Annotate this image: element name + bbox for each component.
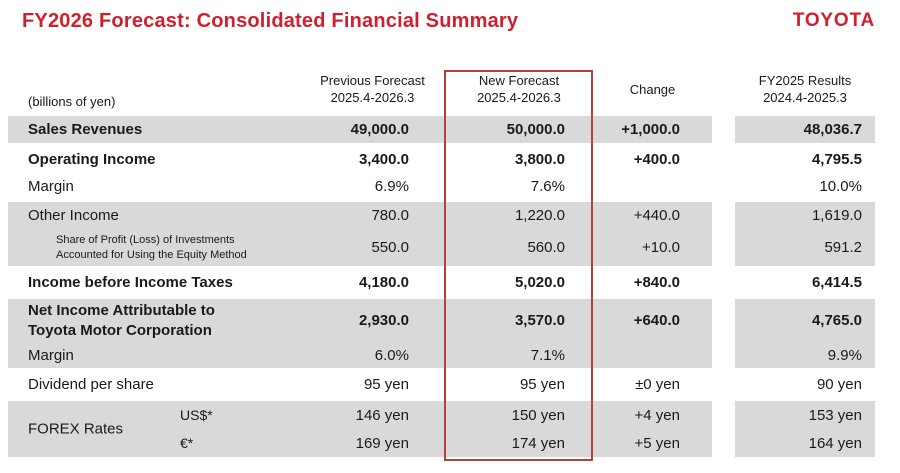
column-header-fy2025-results: FY2025 Results 2024.4-2025.3 <box>758 73 852 105</box>
change-value: +440.0 <box>593 202 712 229</box>
table-header-row: (billions of yen) Previous Forecast 2025… <box>8 64 875 116</box>
row-equity-method-share: Share of Profit (Loss) of Investments Ac… <box>8 229 875 266</box>
change-value: +1,000.0 <box>593 116 712 143</box>
previous-forecast-value: 780.0 <box>300 202 445 229</box>
unit-note: (billions of yen) <box>28 93 116 109</box>
new-forecast-value: 3,800.0 <box>514 151 565 168</box>
forex-group-label: FOREX Rates <box>28 420 124 438</box>
fy2025-value: 4,765.0 <box>735 299 875 342</box>
previous-forecast-value: 3,400.0 <box>358 151 409 168</box>
fy2025-value: 90 yen <box>816 376 862 393</box>
table-band: Income before Income Taxes 4,180.0 5,020… <box>8 269 875 296</box>
previous-forecast-value: 169 yen <box>300 429 445 457</box>
row-label: Margin <box>8 342 300 368</box>
previous-forecast-value: 6.9% <box>374 177 409 195</box>
new-forecast-value: 5,020.0 <box>514 274 565 291</box>
change-value: +5 yen <box>593 429 712 457</box>
row-label: Income before Income Taxes <box>28 274 233 291</box>
new-forecast-value: 1,220.0 <box>445 202 593 229</box>
fy2025-value: 1,619.0 <box>735 202 875 229</box>
previous-forecast-value: 2,930.0 <box>300 299 445 342</box>
row-label: Sales Revenues <box>8 116 300 143</box>
new-forecast-value: 560.0 <box>445 229 593 266</box>
forex-rates-band: FOREX Rates US$* 146 yen 150 yen +4 yen … <box>8 401 875 457</box>
new-forecast-value: 3,570.0 <box>445 299 593 342</box>
fy2025-value: 9.9% <box>735 342 875 368</box>
fy2025-value: 10.0% <box>819 177 862 195</box>
table-band: Other Income 780.0 1,220.0 +440.0 1,619.… <box>8 202 875 266</box>
change-value <box>593 173 712 199</box>
new-forecast-value: 7.1% <box>445 342 593 368</box>
row-label: Other Income <box>8 202 300 229</box>
change-value <box>593 342 712 368</box>
row-other-income: Other Income 780.0 1,220.0 +440.0 1,619.… <box>8 202 875 229</box>
fy2025-value: 591.2 <box>735 229 875 266</box>
row-operating-margin: Margin 6.9% 7.6% 10.0% <box>8 173 875 199</box>
previous-forecast-value: 4,180.0 <box>358 274 409 291</box>
row-label: US$* <box>8 401 300 429</box>
change-value: ±0 yen <box>635 376 680 393</box>
previous-forecast-value: 95 yen <box>363 376 409 393</box>
previous-forecast-value: 49,000.0 <box>300 116 445 143</box>
column-header-new-forecast: New Forecast 2025.4-2026.3 <box>477 73 561 105</box>
new-forecast-value: 95 yen <box>519 376 565 393</box>
change-value: +640.0 <box>593 299 712 342</box>
row-label: Net Income Attributable to Toyota Motor … <box>8 299 300 342</box>
change-value: +4 yen <box>593 401 712 429</box>
column-header-change: Change <box>629 82 676 98</box>
row-label: €* <box>8 429 300 457</box>
row-forex-usd: US$* 146 yen 150 yen +4 yen 153 yen <box>8 401 875 429</box>
change-value: +10.0 <box>593 229 712 266</box>
new-forecast-value: 150 yen <box>445 401 593 429</box>
row-income-before-taxes: Income before Income Taxes 4,180.0 5,020… <box>8 269 875 296</box>
fy2025-value: 48,036.7 <box>735 116 875 143</box>
fy2025-value: 4,795.5 <box>811 151 862 168</box>
new-forecast-value: 174 yen <box>445 429 593 457</box>
row-sales-revenues: Sales Revenues 49,000.0 50,000.0 +1,000.… <box>8 116 875 143</box>
row-label: Dividend per share <box>28 376 154 393</box>
fy2025-value: 164 yen <box>735 429 875 457</box>
column-header-previous-forecast: Previous Forecast 2025.4-2026.3 <box>320 73 425 105</box>
row-label: Share of Profit (Loss) of Investments Ac… <box>8 229 300 266</box>
financial-summary-table: (billions of yen) Previous Forecast 2025… <box>8 64 875 457</box>
new-forecast-value: 50,000.0 <box>445 116 593 143</box>
change-value: +840.0 <box>633 274 680 291</box>
fy2025-value: 6,414.5 <box>811 274 862 291</box>
row-label: Margin <box>28 177 74 195</box>
table-band: Sales Revenues 49,000.0 50,000.0 +1,000.… <box>8 116 875 143</box>
new-forecast-value: 7.6% <box>530 177 565 195</box>
table-band: Net Income Attributable to Toyota Motor … <box>8 299 875 368</box>
row-label: Operating Income <box>28 151 156 168</box>
table-band: Dividend per share 95 yen 95 yen ±0 yen … <box>8 371 875 398</box>
previous-forecast-value: 6.0% <box>300 342 445 368</box>
previous-forecast-value: 146 yen <box>300 401 445 429</box>
row-dividend-per-share: Dividend per share 95 yen 95 yen ±0 yen … <box>8 371 875 398</box>
table-band: Operating Income 3,400.0 3,800.0 +400.0 … <box>8 146 875 199</box>
change-value: +400.0 <box>633 151 680 168</box>
fy2025-value: 153 yen <box>735 401 875 429</box>
page-title: FY2026 Forecast: Consolidated Financial … <box>22 10 519 32</box>
row-forex-euro: €* 169 yen 174 yen +5 yen 164 yen <box>8 429 875 457</box>
row-operating-income: Operating Income 3,400.0 3,800.0 +400.0 … <box>8 146 875 173</box>
row-net-income: Net Income Attributable to Toyota Motor … <box>8 299 875 342</box>
row-net-income-margin: Margin 6.0% 7.1% 9.9% <box>8 342 875 368</box>
top-bar: FY2026 Forecast: Consolidated Financial … <box>0 0 900 64</box>
previous-forecast-value: 550.0 <box>300 229 445 266</box>
toyota-logo: TOYOTA <box>792 10 875 31</box>
